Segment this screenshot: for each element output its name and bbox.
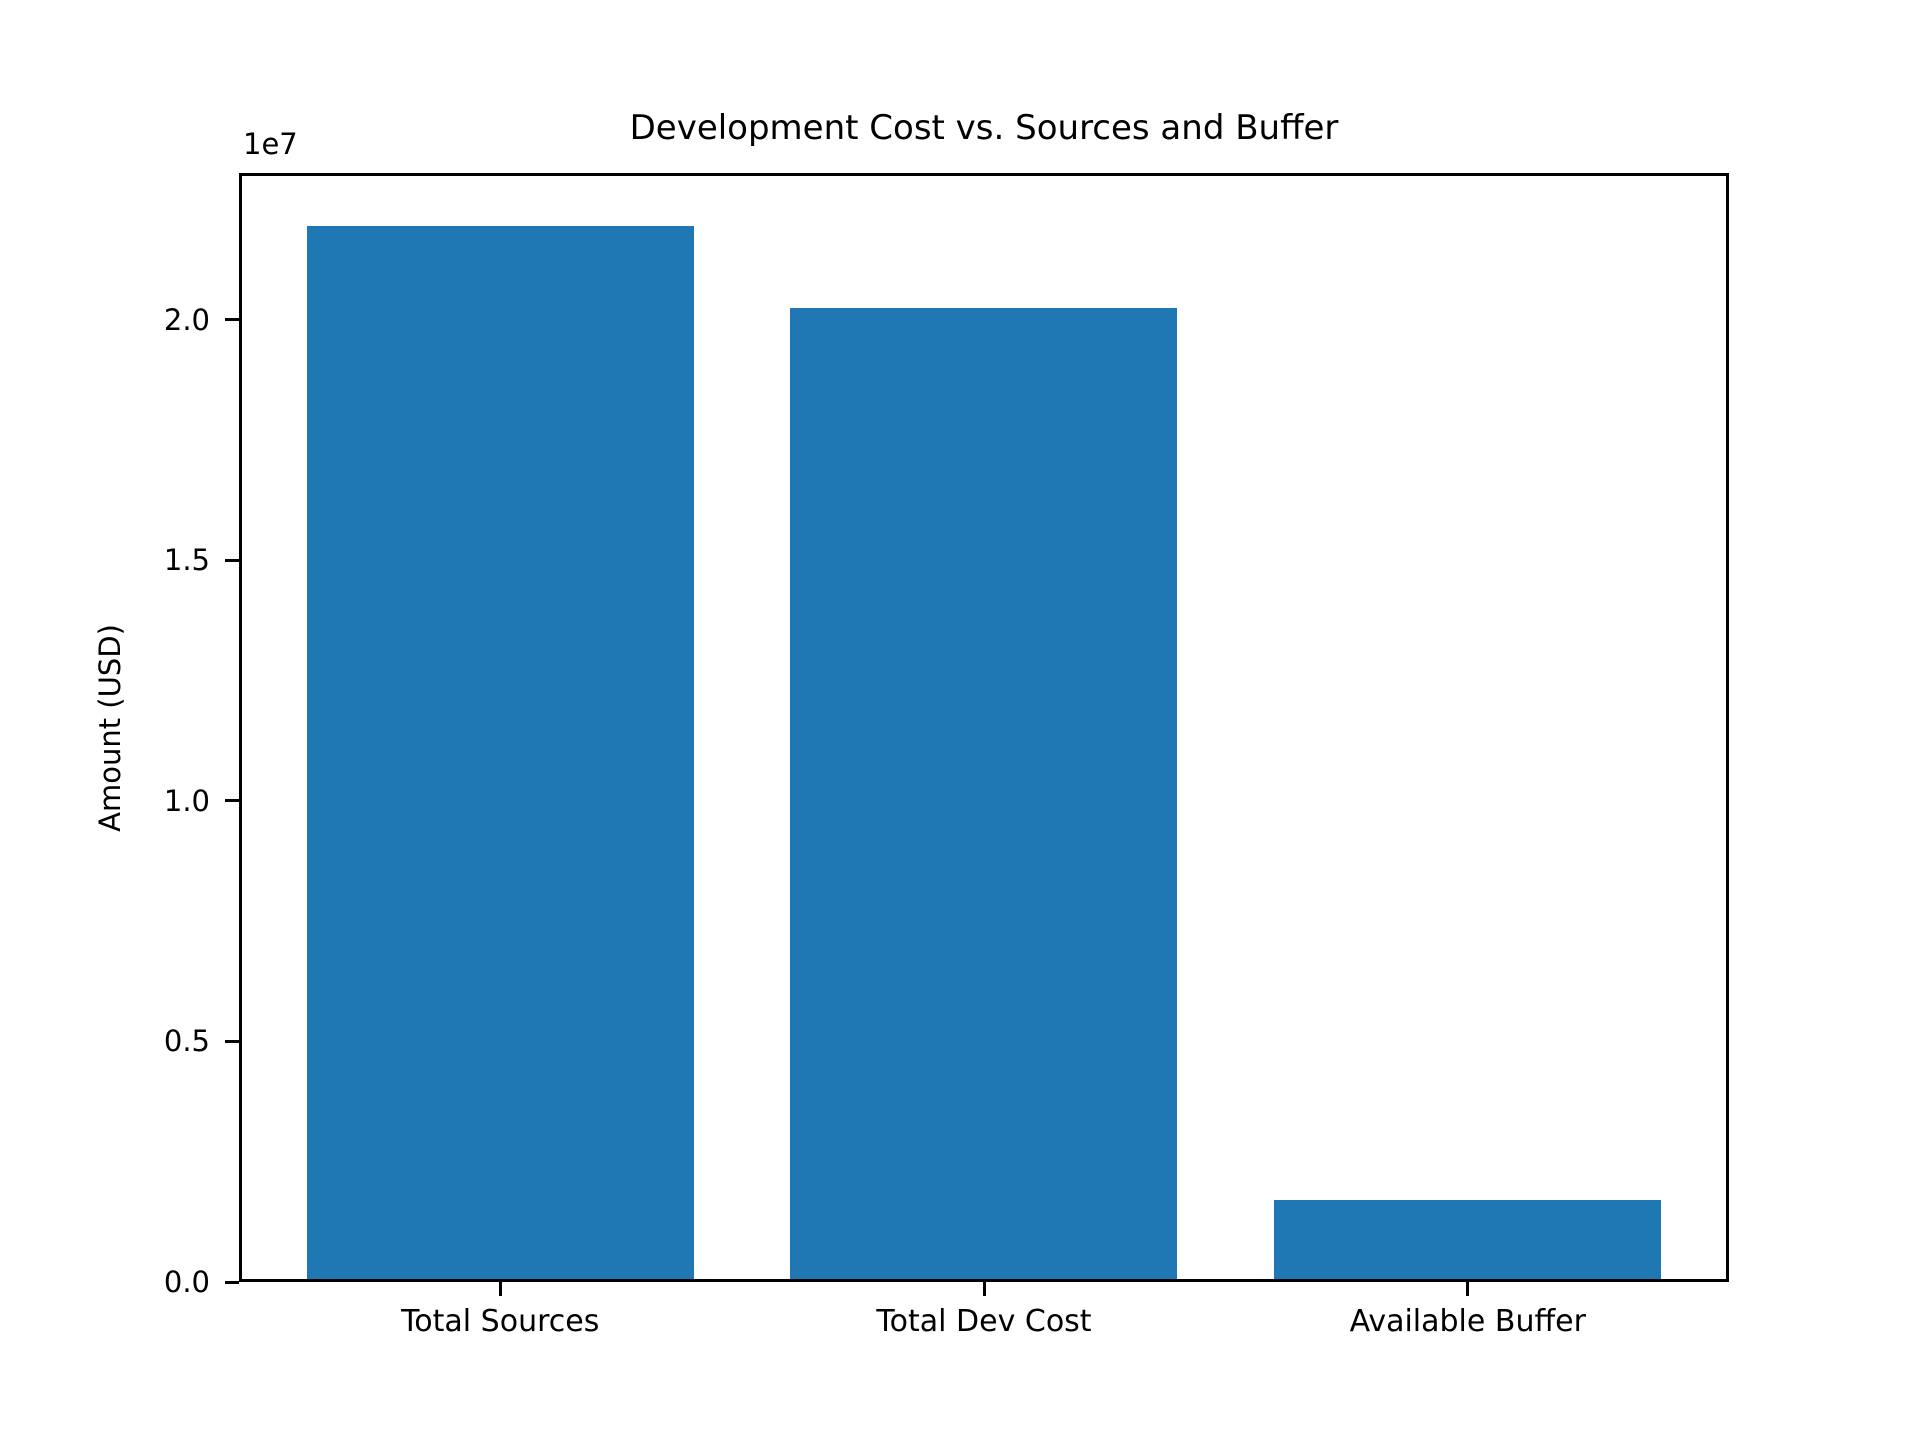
chart-title: Development Cost vs. Sources and Buffer <box>629 108 1339 148</box>
y-tick-mark <box>225 799 239 803</box>
bar-total-sources <box>306 225 694 1279</box>
y-tick-mark <box>225 1280 239 1284</box>
x-tick-mark <box>1466 1282 1470 1296</box>
y-tick-label: 0.5 <box>163 1024 210 1059</box>
y-axis-label: Amount (USD) <box>93 624 127 832</box>
y-tick-label: 0.0 <box>163 1265 210 1299</box>
y-tick-mark <box>225 318 239 322</box>
x-tick-label: Total Sources <box>401 1304 600 1339</box>
y-tick-label: 1.5 <box>163 543 210 578</box>
bar-total-dev-cost <box>790 307 1178 1279</box>
y-axis-offset-text: 1e7 <box>243 127 298 161</box>
y-tick-label: 1.0 <box>163 783 210 818</box>
x-tick-mark <box>982 1282 986 1296</box>
x-tick-label: Total Dev Cost <box>876 1304 1092 1339</box>
bar-available-buffer <box>1274 1200 1662 1279</box>
x-tick-mark <box>498 1282 502 1296</box>
y-tick-mark <box>225 558 239 562</box>
y-tick-label: 2.0 <box>163 302 210 337</box>
x-tick-label: Available Buffer <box>1349 1304 1586 1339</box>
y-tick-mark <box>225 1039 239 1043</box>
